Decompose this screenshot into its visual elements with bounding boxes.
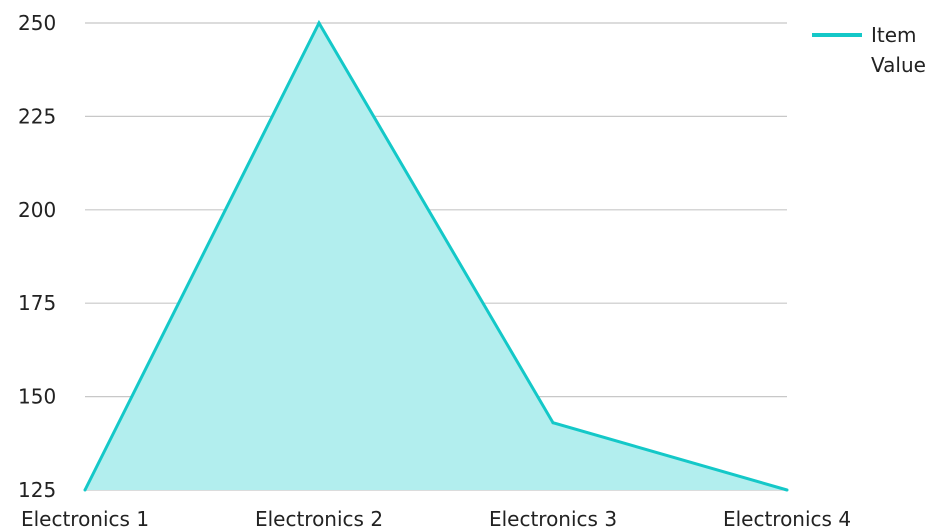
y-tick-label-125: 125	[18, 478, 56, 502]
data-point-1	[83, 488, 87, 492]
data-point-4	[785, 488, 789, 492]
data-point-3	[551, 421, 555, 425]
y-tick-label-250: 250	[18, 11, 56, 35]
legend-label-line-2: Value	[871, 53, 926, 77]
y-axis-ticks: 125 150 175 200 225 250	[18, 11, 56, 502]
y-tick-label-175: 175	[18, 291, 56, 315]
x-axis-ticks: Electronics 1 Electronics 2 Electronics 3 E…	[21, 507, 851, 531]
x-tick-label-4: Electronics 4	[723, 507, 851, 531]
y-tick-label-225: 225	[18, 104, 56, 128]
data-point-2	[317, 21, 321, 25]
y-tick-label-150: 150	[18, 385, 56, 409]
x-tick-label-3: Electronics 3	[489, 507, 617, 531]
x-tick-label-2: Electronics 2	[255, 507, 383, 531]
legend: Item Value	[812, 23, 926, 77]
x-tick-label-1: Electronics 1	[21, 507, 149, 531]
series-line-1	[83, 19, 788, 492]
legend-label-line-1: Item	[871, 23, 917, 47]
area-fill-series-1	[85, 23, 787, 490]
y-tick-label-200: 200	[18, 198, 56, 222]
area-series	[83, 19, 789, 492]
